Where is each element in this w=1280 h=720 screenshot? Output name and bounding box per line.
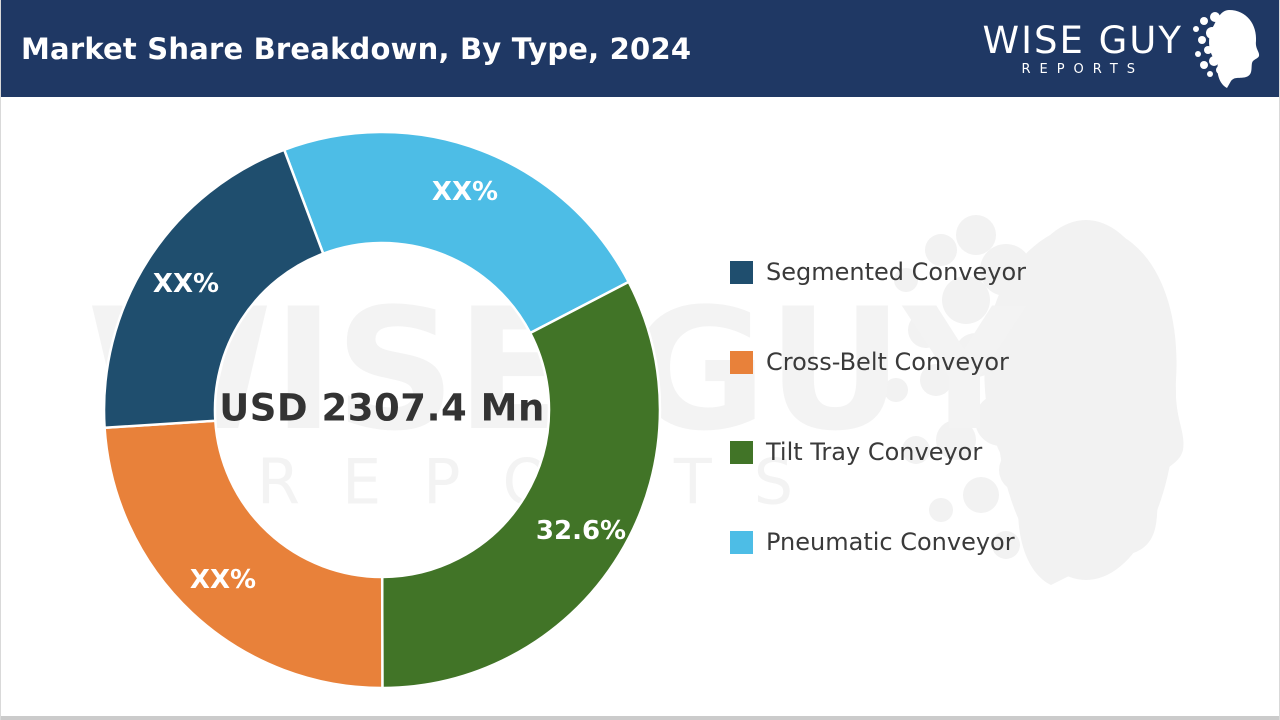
segment-value-label: XX%	[431, 177, 499, 207]
chart-center-value: USD 2307.4 Mn	[219, 386, 545, 430]
brand-wordmark: WISE GUY REPORTS	[982, 18, 1183, 78]
donut-segment-segmented-conveyor	[102, 148, 325, 430]
brand-face-icon	[1193, 10, 1260, 88]
legend-swatch	[730, 260, 753, 284]
bottom-strip	[1, 716, 1279, 720]
segment-value-label: XX%	[152, 269, 220, 299]
legend-item-tilt-tray-conveyor: Tilt Tray Conveyor	[730, 434, 982, 470]
donut-segment-pneumatic-conveyor	[282, 130, 631, 335]
donut-segment-cross-belt-conveyor	[103, 419, 384, 690]
legend-item-cross-belt-conveyor: Cross-Belt Conveyor	[730, 344, 1009, 380]
page-title: Market Share Breakdown, By Type, 2024	[21, 31, 692, 66]
legend-swatch	[730, 530, 753, 554]
legend-label: Tilt Tray Conveyor	[766, 438, 983, 466]
legend-label: Segmented Conveyor	[766, 258, 1027, 286]
legend-label: Cross-Belt Conveyor	[766, 348, 1009, 376]
donut-segment-tilt-tray-conveyor	[380, 280, 662, 690]
brand-wordmark-sub: REPORTS	[1021, 62, 1145, 78]
segment-value-label: XX%	[189, 565, 257, 595]
legend-item-segmented-conveyor: Segmented Conveyor	[730, 254, 1026, 290]
legend-swatch	[730, 350, 753, 374]
brand-logo: WISE GUY REPORTS	[983, 6, 1261, 92]
segment-value-label: 32.6%	[535, 516, 627, 546]
legend-swatch	[730, 440, 753, 464]
header-bar: Market Share Breakdown, By Type, 2024 WI…	[1, 0, 1279, 97]
legend-item-pneumatic-conveyor: Pneumatic Conveyor	[730, 524, 1015, 560]
legend-label: Pneumatic Conveyor	[766, 528, 1015, 556]
